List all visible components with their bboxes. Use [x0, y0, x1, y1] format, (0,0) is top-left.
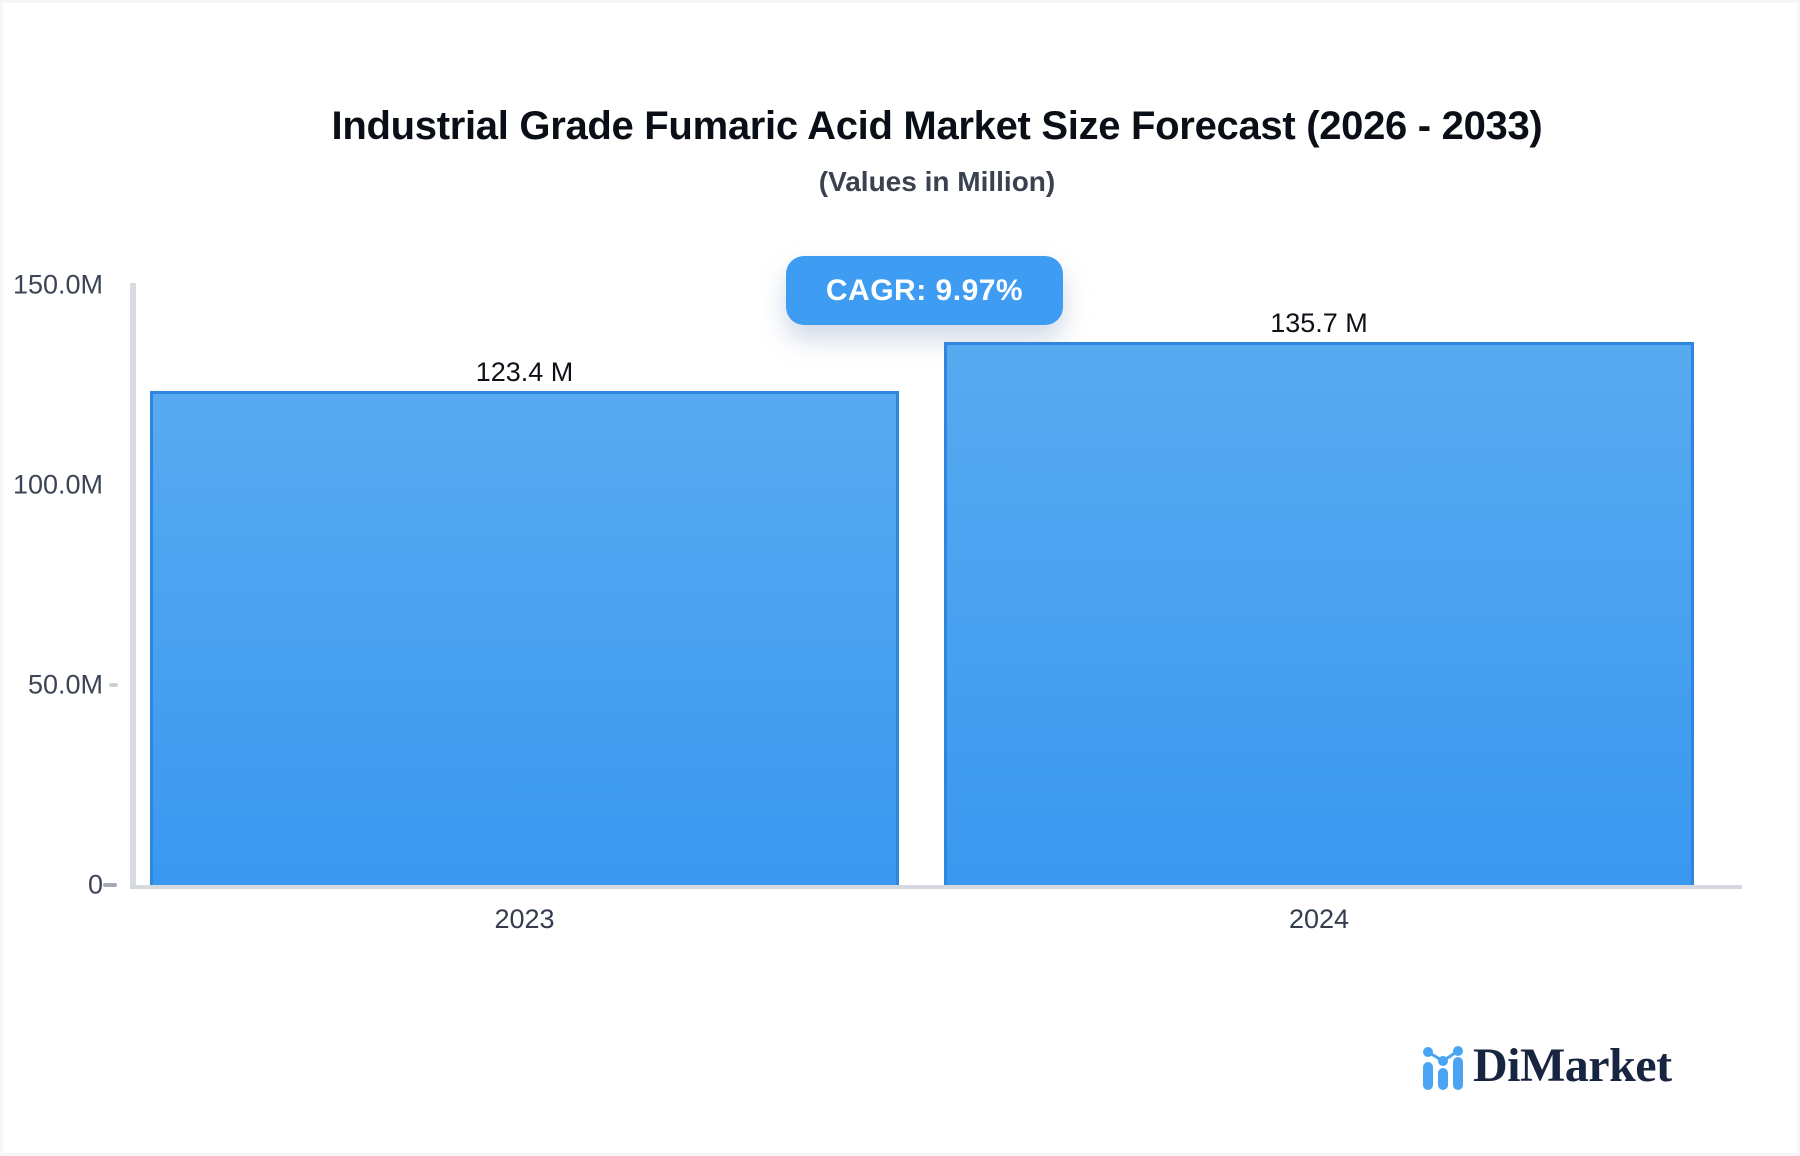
bar-2024[interactable]: [944, 342, 1694, 885]
x-axis-label-2023: 2023: [494, 904, 555, 934]
y-tick-mark-0: [103, 883, 117, 887]
cagr-badge: CAGR: 9.97%: [786, 256, 1063, 325]
x-axis-label-2024: 2024: [1288, 904, 1350, 934]
y-tick-label: 50.0M: [27, 669, 103, 700]
y-tick-mark-50m: [109, 683, 118, 687]
y-tick-label: 100.0M: [12, 469, 103, 500]
x-axis-baseline: [130, 885, 1742, 889]
chart-title: Industrial Grade Fumaric Acid Market Siz…: [331, 104, 1543, 148]
y-tick-label: 150.0M: [12, 269, 103, 300]
bar-2023[interactable]: [150, 391, 899, 885]
brand-logo-text: DiMarket: [1473, 1039, 1672, 1092]
chart-subtitle: (Values in Million): [818, 166, 1056, 197]
y-axis-line: [130, 283, 136, 887]
brand-logo: DiMarket: [1421, 1042, 1672, 1090]
bar-value-label-2023: 123.4 M: [475, 357, 574, 387]
bar-value-label-2024: 135.7 M: [1270, 308, 1368, 338]
mini-bar-line-chart-icon: [1423, 1046, 1463, 1090]
y-tick-label: 0: [87, 869, 103, 900]
